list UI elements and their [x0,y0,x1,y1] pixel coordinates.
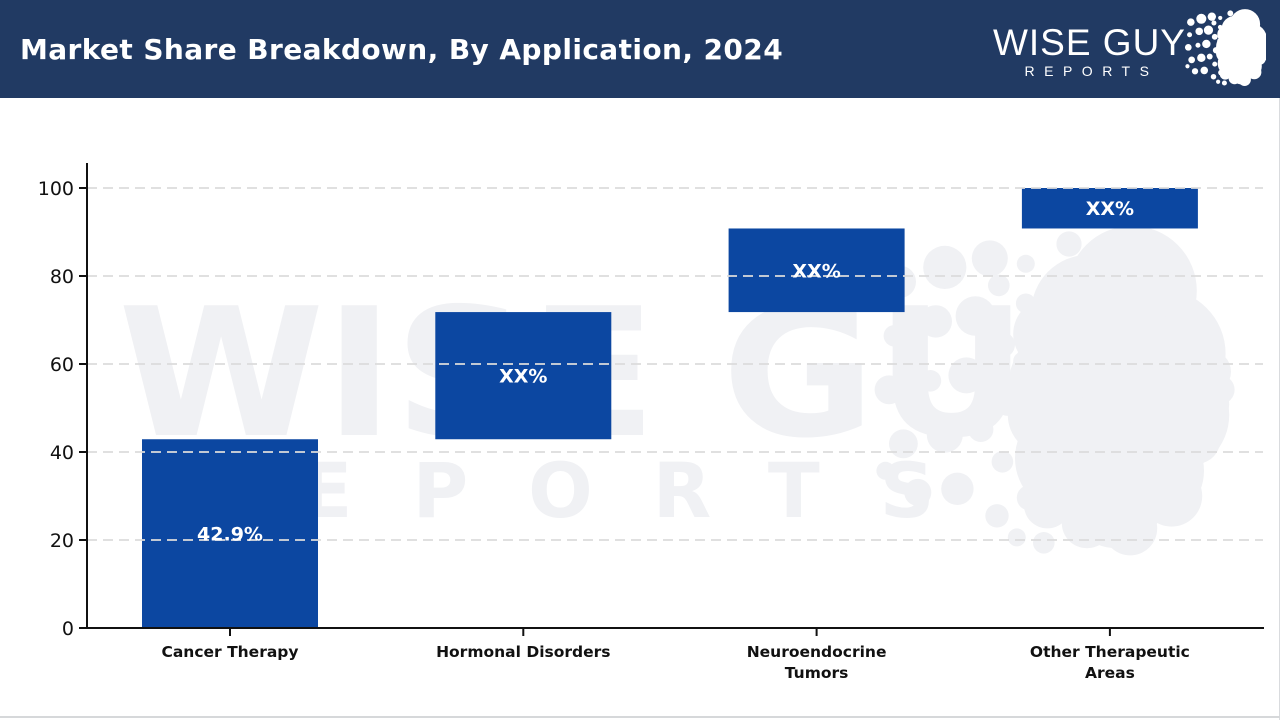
header: Market Share Breakdown, By Application, … [0,0,1280,98]
x-category-label: Cancer Therapy [161,643,298,661]
gridlines [87,187,1263,541]
wise-guy-reports-logo: WISE GUY REPORTS [993,5,1266,93]
bars [142,188,1198,628]
y-tick-label: 60 [50,354,74,376]
logo-wordmark: WISE GUY [992,22,1186,63]
footer-divider [0,716,1280,718]
logo-text: WISE GUY REPORTS [993,24,1186,78]
waterfall-bar [1021,188,1198,229]
waterfall-bar [728,228,905,313]
y-tick-label: 80 [50,266,74,288]
waterfall-bar [142,439,318,628]
bar-value-label: XX% [1086,198,1134,220]
logo-subtext: REPORTS [1024,63,1159,79]
x-category-label: Hormonal Disorders [436,643,610,661]
bar-labels: 42.9% XX% XX% XX% [197,198,1134,545]
waterfall-bar [435,312,612,440]
bar-value-label: XX% [792,260,840,282]
x-category-label: Other Therapeutic Areas [1030,643,1190,682]
bar-value-label: 42.9% [197,524,263,546]
y-tick-label: 100 [38,178,74,200]
logo-head-icon [1184,9,1266,86]
watermark-head-icon [874,226,1235,556]
y-tick-label: 0 [62,618,74,640]
x-category-label: Neuroendocrine Tumors [747,643,887,682]
chart-title: Market Share Breakdown, By Application, … [20,32,784,66]
bar-value-label: XX% [499,366,547,388]
y-tick-label: 40 [50,442,74,464]
y-tick-label: 20 [50,530,74,552]
axes: 0 20 40 60 80 100 Cancer Therapy Hormonal Disor… [38,163,1264,682]
